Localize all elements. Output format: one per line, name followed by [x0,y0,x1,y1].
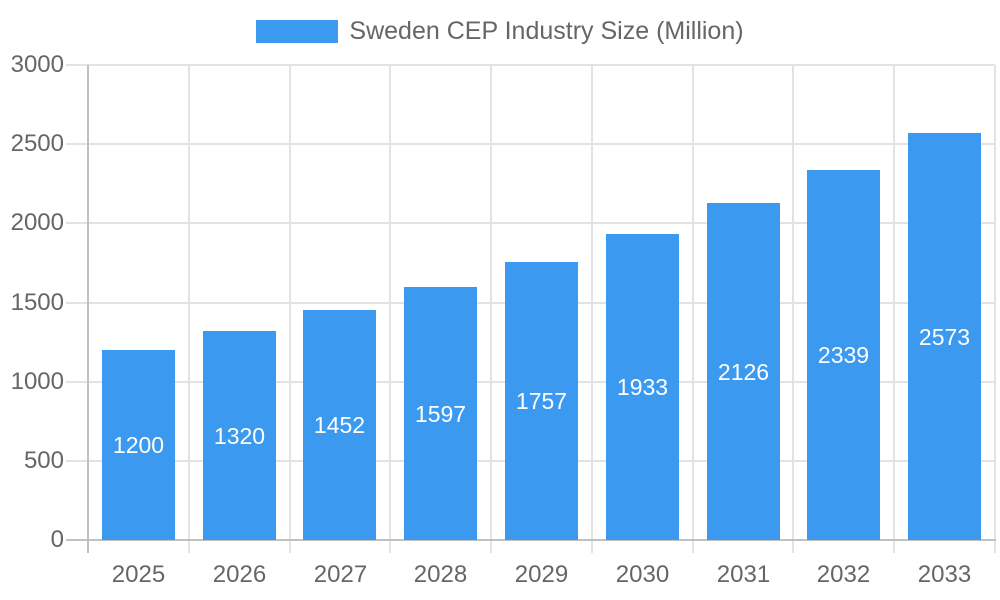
bar [203,331,276,540]
gridline-vertical [490,65,492,540]
x-axis-tick [490,540,492,553]
y-axis-tick [66,381,88,383]
legend-item[interactable]: Sweden CEP Industry Size (Million) [256,17,744,45]
bar [404,287,477,540]
gridline-vertical [289,65,291,540]
x-axis-label: 2032 [816,561,871,588]
y-axis-line [87,65,89,542]
legend: Sweden CEP Industry Size (Million) [0,18,1000,45]
bar-value-label: 1933 [616,374,669,400]
y-axis-label: 2000 [10,209,64,236]
bar-value-label: 2126 [717,359,770,385]
x-axis-tick [591,540,593,553]
y-axis-label: 1500 [10,289,64,316]
x-axis-tick [188,540,190,553]
legend-label: Sweden CEP Industry Size (Million) [349,17,744,45]
y-axis-label: 0 [50,526,64,553]
gridline-vertical [792,65,794,540]
bar [606,234,679,540]
y-axis-label: 2500 [10,130,64,157]
gridline-horizontal [88,64,995,66]
gridline-vertical [389,65,391,540]
x-axis-label: 2028 [413,561,468,588]
y-axis-label: 3000 [10,51,64,78]
x-axis-label: 2026 [212,561,267,588]
x-axis-baseline [87,539,996,541]
x-axis-tick [389,540,391,553]
bar [908,133,981,540]
x-axis-tick [994,540,996,553]
x-axis-tick [893,540,895,553]
y-axis-tick [66,539,88,541]
legend-swatch-icon [256,20,339,43]
x-axis-label: 2031 [716,561,771,588]
gridline-vertical [591,65,593,540]
x-axis-label: 2029 [514,561,569,588]
gridline-vertical [692,65,694,540]
bar [303,310,376,540]
bar-value-label: 2573 [918,324,971,350]
y-axis-tick [66,302,88,304]
y-axis-label: 500 [23,447,64,474]
bar-value-label: 1200 [112,432,165,458]
y-axis-tick [66,64,88,66]
gridline-vertical [893,65,895,540]
gridline-vertical [994,65,996,540]
y-axis-tick [66,460,88,462]
x-axis-tick [289,540,291,553]
bar [505,262,578,540]
bar [102,350,175,540]
bar-value-label: 1452 [313,412,366,438]
x-axis-label: 2025 [111,561,166,588]
y-axis-tick [66,143,88,145]
x-axis-tick [692,540,694,553]
gridline-vertical [188,65,190,540]
x-axis-label: 2027 [313,561,368,588]
bar-value-label: 1597 [414,401,467,427]
gridline-horizontal [88,143,995,145]
y-axis-tick [66,222,88,224]
bar [707,203,780,540]
bar-value-label: 1757 [515,388,568,414]
x-axis-label: 2033 [917,561,972,588]
bar-value-label: 1320 [213,423,266,449]
x-axis-tick [792,540,794,553]
y-axis-label: 1000 [10,368,64,395]
x-axis-tick [87,540,89,553]
x-axis-label: 2030 [615,561,670,588]
gridline-horizontal [88,222,995,224]
bar [807,170,880,540]
bar-value-label: 2339 [817,342,870,368]
